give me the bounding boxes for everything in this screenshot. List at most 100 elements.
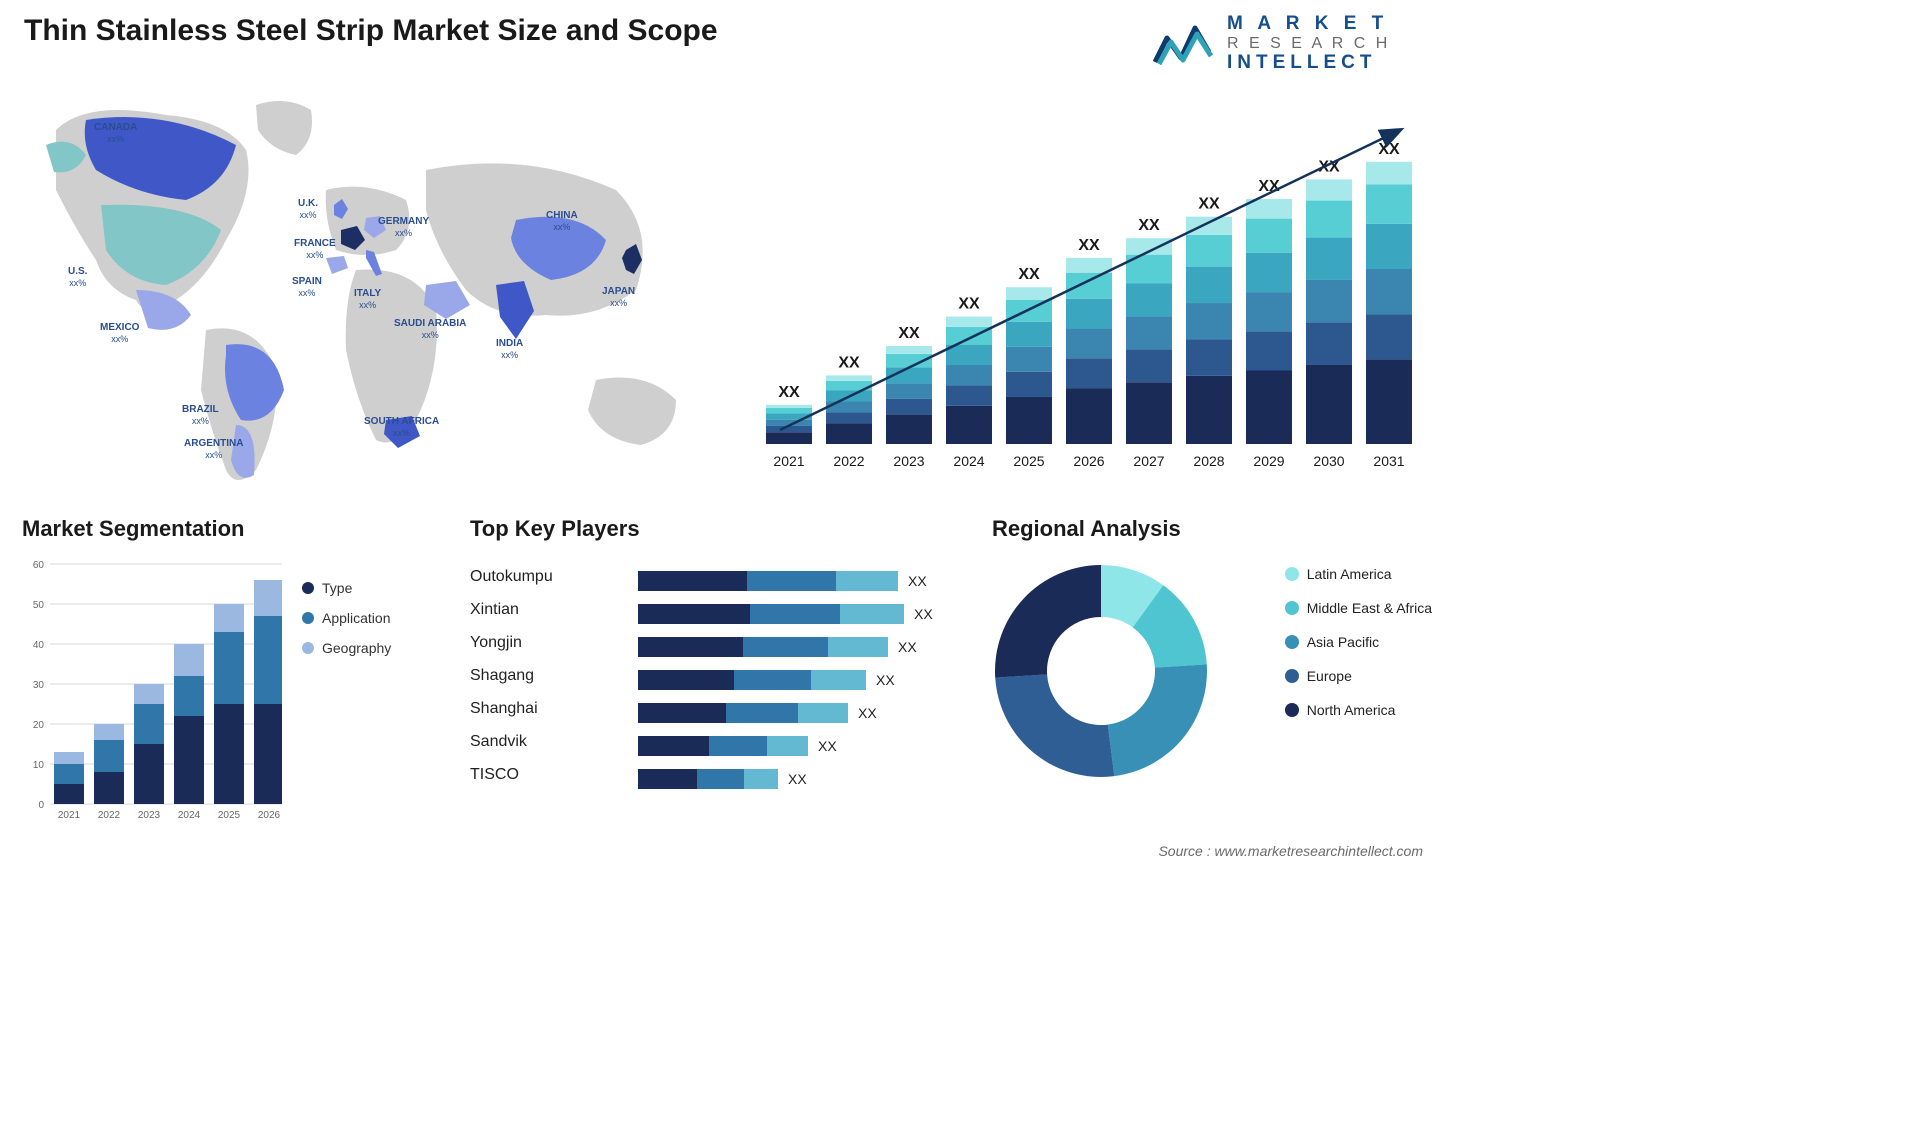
player-name: Sandvik: [470, 725, 553, 758]
player-bar-segment: [744, 769, 778, 789]
donut-slice: [1108, 664, 1207, 776]
player-bar-segment: [798, 703, 848, 723]
forecast-year-label: 2028: [1193, 453, 1224, 469]
regional-donut-svg: [986, 556, 1216, 786]
player-value-label: XX: [788, 771, 807, 787]
swatch-icon: [302, 582, 314, 594]
seg-ytick: 30: [33, 680, 45, 691]
map-label-china: CHINAxx%: [546, 210, 578, 233]
player-bar-row: XX: [638, 762, 958, 795]
forecast-year-label: 2021: [773, 453, 804, 469]
forecast-bar-segment: [826, 423, 872, 444]
forecast-bar-label: XX: [1018, 266, 1040, 283]
player-name: Yongjin: [470, 626, 553, 659]
forecast-bar-segment: [1306, 201, 1352, 238]
forecast-bar-segment: [1066, 273, 1112, 299]
seg-year-label: 2026: [258, 810, 281, 821]
player-value-label: XX: [858, 705, 877, 721]
forecast-bar-segment: [1306, 365, 1352, 444]
forecast-bar-segment: [826, 412, 872, 423]
player-name: Outokumpu: [470, 560, 553, 593]
forecast-bar-segment: [766, 408, 812, 413]
forecast-bar-segment: [1066, 258, 1112, 273]
seg-ytick: 10: [33, 760, 45, 771]
forecast-bar-segment: [1066, 299, 1112, 329]
seg-year-label: 2024: [178, 810, 201, 821]
regional-analysis: Regional Analysis Latin AmericaMiddle Ea…: [992, 516, 1432, 836]
seg-ytick: 60: [33, 560, 45, 571]
forecast-bar-segment: [946, 406, 992, 444]
player-bar-segment: [747, 571, 835, 591]
forecast-bar-segment: [1306, 179, 1352, 200]
forecast-bar-segment: [826, 375, 872, 380]
regional-legend-item: Middle East & Africa: [1285, 600, 1432, 616]
forecast-bar-segment: [1246, 292, 1292, 331]
forecast-chart-svg: XX2021XX2022XX2023XX2024XX2025XX2026XX20…: [760, 100, 1420, 480]
player-bar-row: XX: [638, 564, 958, 597]
seg-bar-segment: [54, 752, 84, 764]
seg-bar-segment: [94, 772, 124, 804]
forecast-bar-segment: [1066, 329, 1112, 359]
forecast-bar-segment: [1246, 331, 1292, 370]
player-bar-row: XX: [638, 729, 958, 762]
seg-bar-segment: [214, 632, 244, 704]
seg-ytick: 20: [33, 720, 45, 731]
seg-bar-segment: [254, 580, 282, 616]
forecast-bar-segment: [1366, 359, 1412, 444]
top-key-players: Top Key Players OutokumpuXintianYongjinS…: [470, 516, 980, 836]
forecast-bar-label: XX: [898, 325, 920, 342]
seg-year-label: 2023: [138, 810, 161, 821]
player-bar-segment: [743, 637, 828, 657]
forecast-bar-segment: [1186, 217, 1232, 235]
forecast-bar-segment: [1366, 269, 1412, 314]
map-label-germany: GERMANYxx%: [378, 216, 429, 239]
seg-bar-segment: [214, 604, 244, 632]
regional-legend: Latin AmericaMiddle East & AfricaAsia Pa…: [1285, 566, 1432, 736]
seg-bar-segment: [54, 784, 84, 804]
player-name: Xintian: [470, 593, 553, 626]
brand-logo: M A R K E T R E S E A R C H INTELLECT: [1153, 14, 1423, 74]
player-value-label: XX: [818, 738, 837, 754]
segmentation-chart-svg: 0102030405060202120222023202420252026: [22, 556, 282, 826]
forecast-bar-label: XX: [958, 296, 980, 313]
player-bar-segment: [638, 769, 697, 789]
player-bar-segment: [836, 571, 898, 591]
player-bar-segment: [767, 736, 808, 756]
forecast-bar-segment: [946, 365, 992, 385]
map-label-india: INDIAxx%: [496, 338, 523, 361]
forecast-bar-segment: [886, 399, 932, 415]
seg-ytick: 50: [33, 600, 45, 611]
swatch-icon: [302, 642, 314, 654]
forecast-bar-segment: [1186, 235, 1232, 267]
forecast-bar-segment: [1366, 224, 1412, 269]
map-label-japan: JAPANxx%: [602, 286, 635, 309]
map-label-italy: ITALYxx%: [354, 288, 381, 311]
forecast-year-label: 2025: [1013, 453, 1044, 469]
player-bar-segment: [709, 736, 767, 756]
seg-bar-segment: [174, 676, 204, 716]
player-bar-segment: [726, 703, 797, 723]
map-label-canada: CANADAxx%: [94, 122, 137, 145]
player-bar-segment: [638, 571, 747, 591]
player-bar-segment: [638, 703, 726, 723]
map-label-mexico: MEXICOxx%: [100, 322, 139, 345]
map-label-brazil: BRAZILxx%: [182, 404, 219, 427]
seg-legend-item: Geography: [302, 640, 391, 656]
swatch-icon: [1285, 567, 1299, 581]
player-bar-row: XX: [638, 696, 958, 729]
regional-title: Regional Analysis: [992, 516, 1432, 542]
forecast-year-label: 2026: [1073, 453, 1104, 469]
swatch-icon: [302, 612, 314, 624]
forecast-bar-label: XX: [1078, 237, 1100, 254]
forecast-bar-segment: [1126, 316, 1172, 349]
player-value-label: XX: [898, 639, 917, 655]
forecast-bar-segment: [1186, 303, 1232, 339]
seg-year-label: 2021: [58, 810, 81, 821]
forecast-chart: XX2021XX2022XX2023XX2024XX2025XX2026XX20…: [760, 100, 1420, 480]
seg-legend-item: Type: [302, 580, 391, 596]
forecast-bar-segment: [1006, 287, 1052, 300]
player-bar-row: XX: [638, 597, 958, 630]
seg-bar-segment: [94, 724, 124, 740]
forecast-bar-segment: [1186, 339, 1232, 375]
forecast-bar-segment: [1066, 388, 1112, 444]
